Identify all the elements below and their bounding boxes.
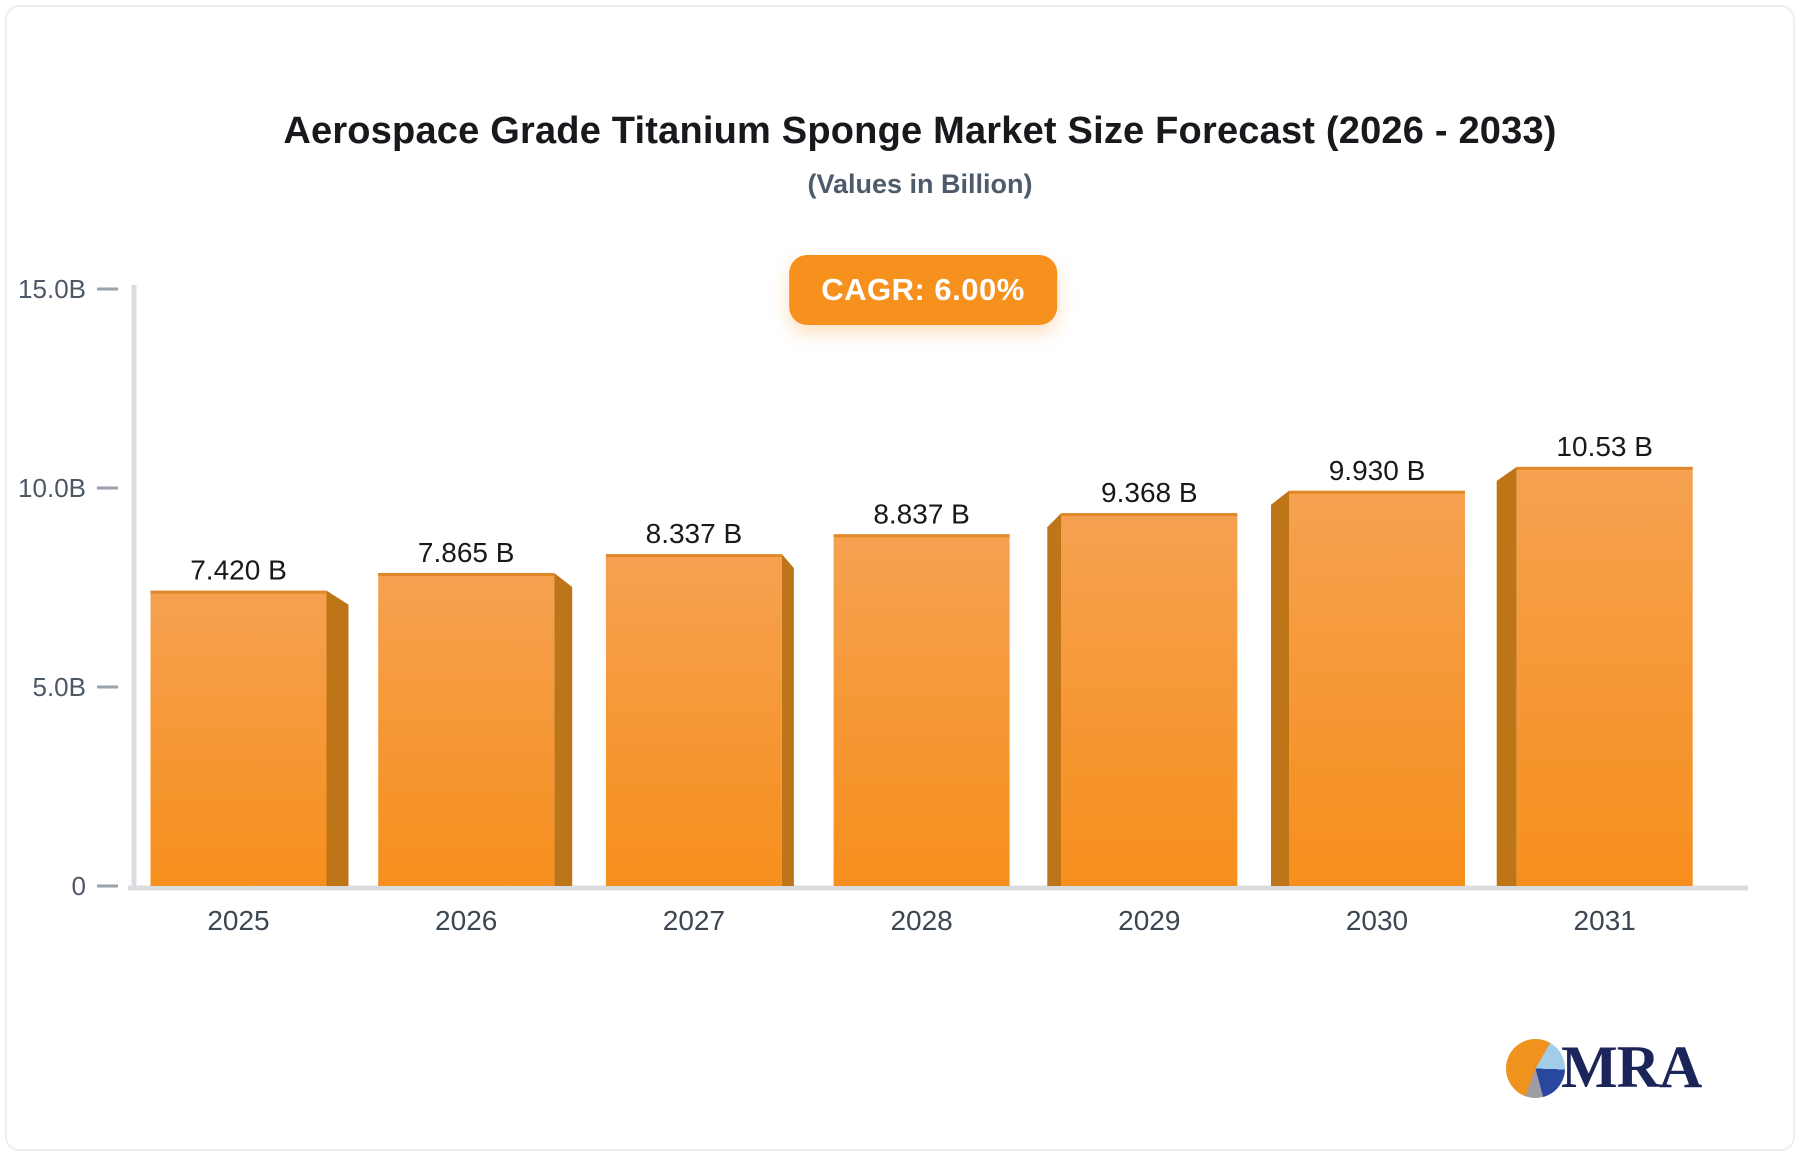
bar-face — [1061, 513, 1238, 886]
bar-face — [605, 554, 782, 886]
x-axis-label: 2028 — [890, 905, 952, 936]
y-tick-label: 0 — [72, 871, 86, 901]
bar-face — [1516, 466, 1693, 886]
chart-title: Aerospace Grade Titanium Sponge Market S… — [283, 110, 1557, 152]
x-axis-label: 2030 — [1346, 905, 1408, 936]
x-axis-label: 2025 — [207, 905, 269, 936]
bar: 7.865 B 2026 — [378, 537, 573, 936]
bar: 10.53 B 2031 — [1496, 431, 1693, 936]
y-tick-label: 10.0B — [18, 473, 86, 503]
bar-face — [833, 534, 1010, 886]
bar-value-label: 9.368 B — [1101, 477, 1198, 508]
bar: 9.930 B 2030 — [1271, 455, 1465, 936]
bar-value-label: 8.837 B — [873, 498, 970, 529]
x-axis-label: 2029 — [1118, 905, 1180, 936]
bar-face — [150, 590, 327, 886]
cagr-badge: CAGR: 6.00% — [789, 255, 1057, 325]
bar-side — [326, 590, 349, 886]
bar: 9.368 B 2029 — [1047, 477, 1238, 936]
bar-value-label: 9.930 B — [1329, 455, 1426, 486]
bar-side — [1271, 490, 1289, 886]
y-tick-label: 5.0B — [33, 672, 87, 702]
bar-side — [781, 554, 794, 886]
pie-chart-icon — [1506, 1039, 1565, 1098]
bar-side — [1047, 513, 1062, 886]
x-axis-label: 2027 — [663, 905, 725, 936]
bar: 8.837 B 2028 — [833, 498, 1010, 936]
x-axis-label: 2026 — [435, 905, 497, 936]
bar: 8.337 B 2027 — [605, 518, 794, 936]
bar-value-label: 7.420 B — [190, 555, 287, 586]
bar-value-label: 8.337 B — [646, 518, 743, 549]
bar-value-label: 7.865 B — [418, 537, 515, 568]
x-axis-label: 2031 — [1574, 905, 1636, 936]
bar-face — [1289, 490, 1465, 886]
logo-text: MRA — [1561, 1034, 1702, 1100]
mra-logo: MRA — [1506, 1034, 1702, 1100]
chart-subtitle: (Values in Billion) — [807, 169, 1033, 199]
bar: 7.420 B 2025 — [150, 555, 349, 936]
bar-side — [1496, 466, 1517, 886]
bar-side — [554, 572, 573, 886]
y-tick-label: 15.0B — [18, 274, 86, 304]
bar-value-label: 10.53 B — [1556, 431, 1653, 462]
bar-face — [378, 572, 555, 886]
